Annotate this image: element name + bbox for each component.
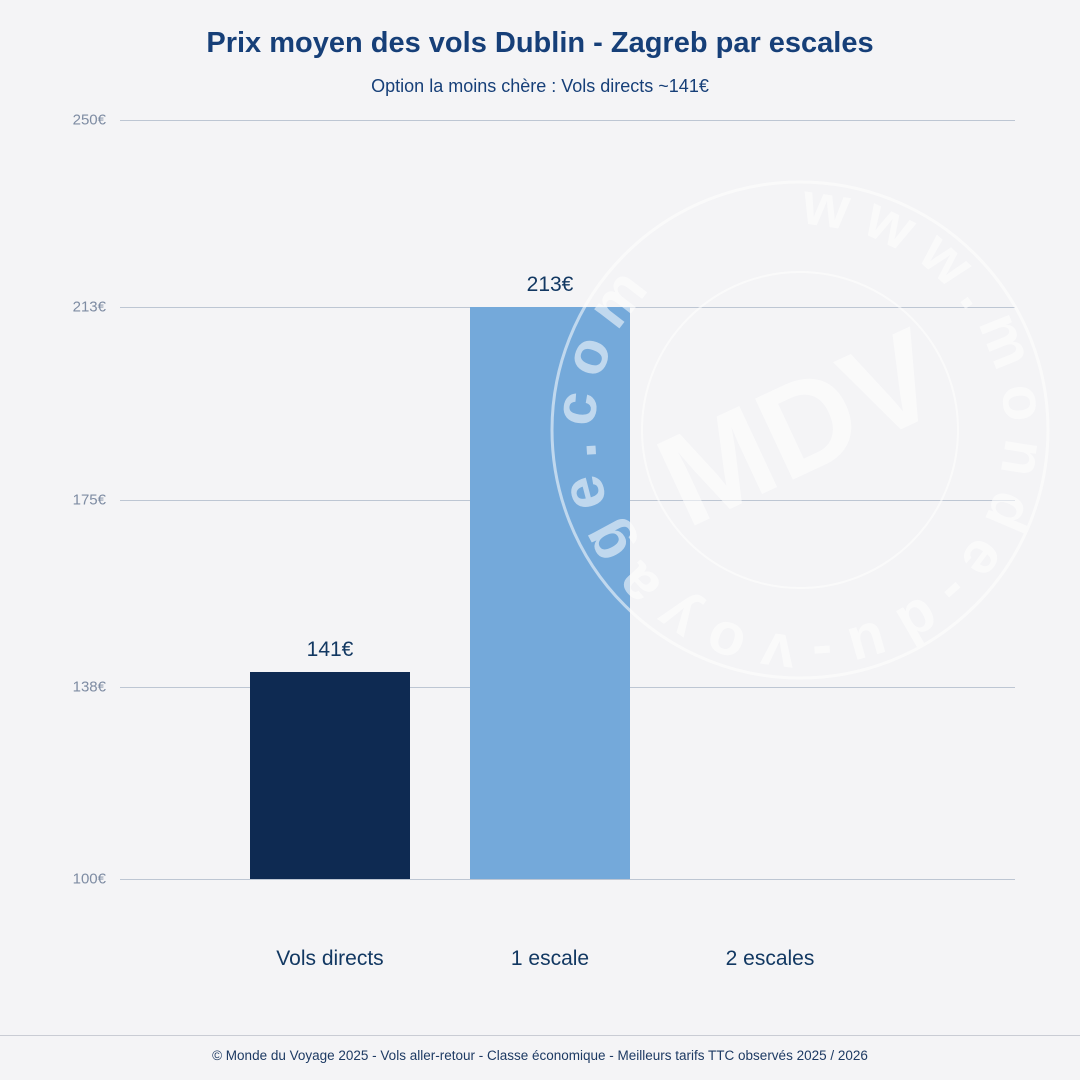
footer-divider (0, 1035, 1080, 1036)
y-axis-tick-label: 250€ (72, 111, 106, 129)
gridline (120, 120, 1015, 121)
bar-value-label: 213€ (526, 273, 574, 297)
x-axis-category-label: Vols directs (276, 947, 384, 970)
y-axis-tick-label: 138€ (72, 678, 106, 696)
chart-title: Prix moyen des vols Dublin - Zagreb par … (206, 27, 874, 59)
y-axis-tick-label: 213€ (72, 298, 106, 316)
y-axis-tick-label: 100€ (72, 870, 106, 888)
plot-area: 250€ 213€ 175€ 138€ 100€ 141€ Vols directs 213€… (73, 112, 1015, 970)
x-axis-category-label: 1 escale (510, 947, 590, 970)
chart-subtitle: Option la moins chère : Vols directs ~14… (371, 76, 709, 96)
footer-credit: © Monde du Voyage 2025 - Vols aller-reto… (212, 1048, 868, 1063)
bar-value-label: 141€ (306, 637, 354, 661)
bar (250, 671, 410, 879)
x-axis-category-label: 2 escales (725, 947, 815, 970)
bar (470, 307, 630, 879)
gridline (120, 879, 1015, 880)
y-axis-tick-label: 175€ (72, 491, 106, 508)
